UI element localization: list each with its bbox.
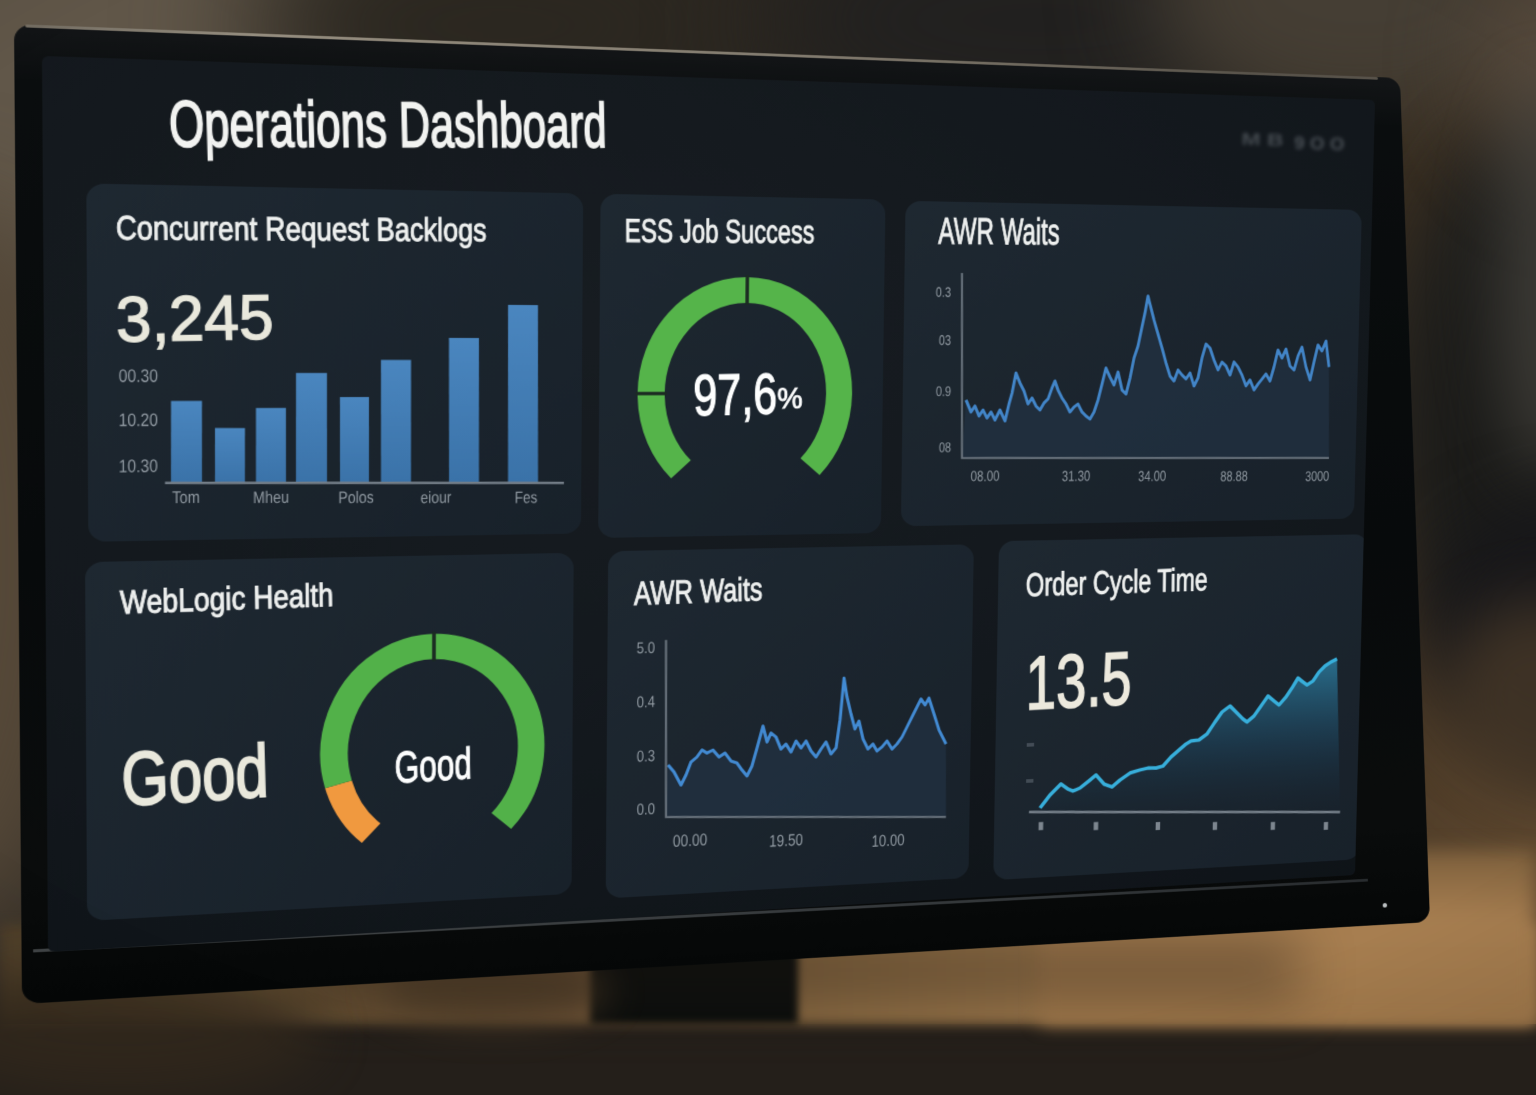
svg-text:00.30: 00.30 — [119, 365, 159, 386]
svg-text:ESS Job Success: ESS Job Success — [625, 212, 815, 250]
svg-text:5.0: 5.0 — [637, 638, 656, 657]
svg-text:Concurrent Request Backlogs: Concurrent Request Backlogs — [116, 209, 487, 249]
svg-text:AWR Waits: AWR Waits — [938, 210, 1060, 252]
svg-text:M B: M B — [1241, 130, 1284, 150]
svg-text:10.00: 10.00 — [871, 830, 905, 850]
svg-text:Good: Good — [394, 738, 472, 793]
svg-text:Tom: Tom — [172, 487, 200, 507]
svg-text:97,6: 97,6 — [693, 362, 778, 429]
svg-text:08: 08 — [939, 441, 951, 456]
svg-text:08.00: 08.00 — [970, 469, 1000, 485]
svg-text:10.20: 10.20 — [119, 409, 159, 430]
svg-text:eiour: eiour — [420, 488, 451, 507]
svg-text:13.5: 13.5 — [1026, 636, 1132, 727]
svg-text:Operations Dashboard: Operations Dashboard — [168, 87, 607, 161]
svg-text:Order Cycle Time: Order Cycle Time — [1026, 562, 1208, 604]
svg-text:Polos: Polos — [338, 488, 373, 508]
svg-text:19.50: 19.50 — [769, 830, 803, 851]
svg-text:10.30: 10.30 — [119, 455, 159, 476]
svg-text:%: % — [777, 382, 803, 415]
svg-text:34.00: 34.00 — [1138, 469, 1167, 485]
svg-text:AWR Waits: AWR Waits — [634, 571, 763, 613]
svg-text:Good: Good — [120, 728, 270, 822]
svg-text:0.9: 0.9 — [936, 385, 952, 400]
svg-text:3,245: 3,245 — [115, 281, 275, 355]
svg-text:0.0: 0.0 — [637, 800, 655, 819]
svg-text:0.4: 0.4 — [637, 692, 656, 711]
svg-text:Fes: Fes — [515, 488, 538, 507]
svg-text:03: 03 — [939, 333, 951, 348]
svg-text:0.3: 0.3 — [637, 747, 656, 766]
svg-text:88.88: 88.88 — [1220, 469, 1248, 485]
svg-text:Mheu: Mheu — [253, 488, 289, 508]
svg-text:0.3: 0.3 — [936, 285, 952, 300]
svg-text:00.00: 00.00 — [673, 830, 708, 851]
svg-text:3000: 3000 — [1305, 469, 1330, 485]
svg-text:31.30: 31.30 — [1062, 469, 1091, 485]
svg-text:9 O O: 9 O O — [1294, 132, 1345, 155]
